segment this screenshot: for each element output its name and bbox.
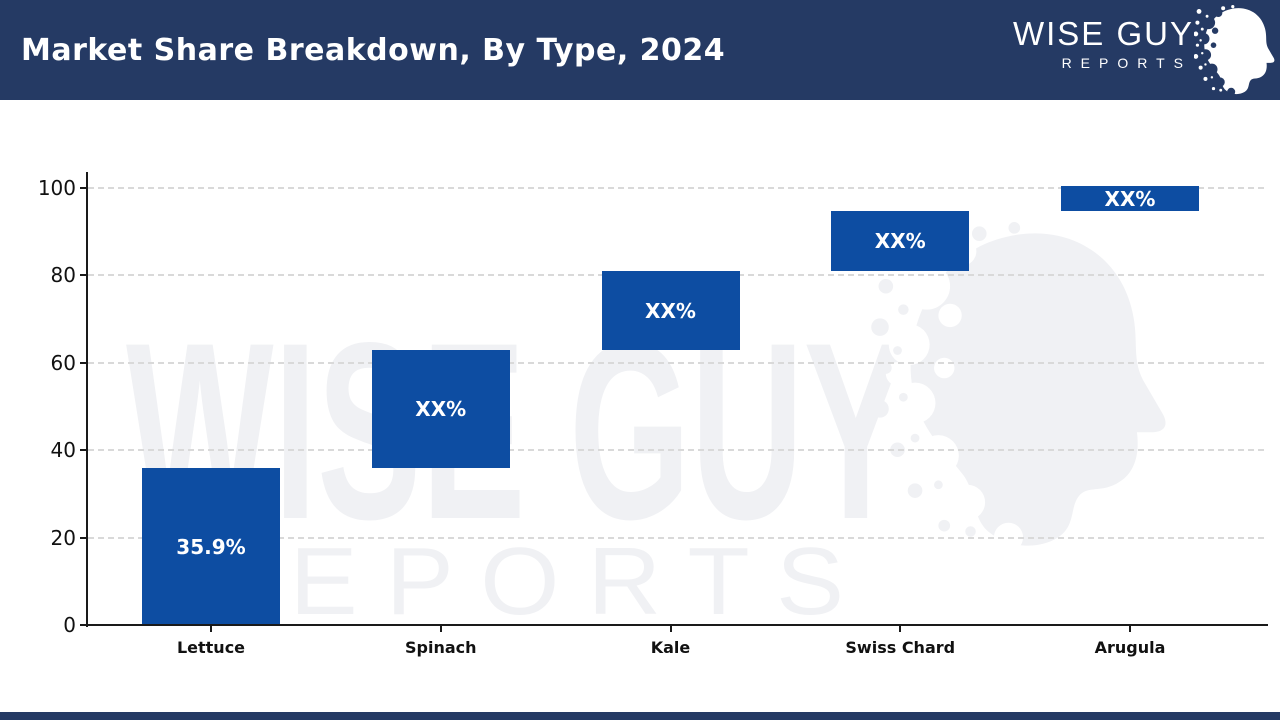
x-axis-spine [86,624,1268,626]
bar-value-label: XX% [874,229,926,254]
x-tick-label-1: Spinach [404,638,477,657]
waterfall-plot: 0 20 40 60 80 100 35.9% Lettuce XX% Spinach XX% Kal… [0,100,1280,712]
y-tick-20 [80,536,88,539]
bar-value-label: XX% [645,298,696,323]
gridline-60 [88,361,1268,364]
bar-value-label: XX% [415,397,467,422]
gridline-40 [88,449,1268,452]
x-tick-1 [439,625,442,632]
bar-value-label: 35.9% [176,534,246,559]
watermark-head-icon [871,222,1166,552]
x-tick-label-2: Kale [650,638,691,657]
watermark-sub-text: R E P O R T S [188,528,844,635]
bar-kale: XX% [601,271,740,351]
y-tick-60 [80,361,88,364]
x-tick-0 [210,625,212,632]
bar-swiss-chard: XX% [831,211,970,272]
brand-subtitle: REPORTS [1061,55,1192,72]
y-axis-spine [86,172,88,627]
y-tick-label-40: 40 [50,438,76,463]
y-tick-label-0: 0 [63,613,76,637]
bar-value-label: XX% [1104,186,1156,211]
x-tick-label-0: Lettuce [176,638,246,657]
y-tick-40 [80,449,88,452]
y-tick-80 [80,274,88,277]
gridline-100 [88,187,1268,189]
bar-lettuce: 35.9% [142,468,280,625]
header-band: Market Share Breakdown, By Type, 2024 WI… [0,0,1280,100]
footer-band [0,712,1280,720]
y-tick-100 [80,187,88,189]
y-tick-label-80: 80 [50,263,76,288]
y-tick-label-100: 100 [37,176,76,200]
x-tick-3 [899,625,902,632]
brand-logo-text: WISE GUY REPORTS [1012,15,1194,72]
bar-spinach: XX% [371,350,510,469]
chart-area: WISE GUY R E P O R T S 0 20 40 60 80 100 35.9%… [0,100,1280,712]
brand-name: WISE GUY [1012,15,1194,52]
bar-arugula: XX% [1061,186,1199,212]
x-tick-4 [1129,625,1131,632]
gridline-20 [88,536,1268,539]
y-tick-label-60: 60 [50,350,76,375]
page-title: Market Share Breakdown, By Type, 2024 [21,32,726,68]
wiseguy-head-icon [1193,5,1278,96]
x-tick-label-3: Swiss Chard [845,638,956,657]
x-tick-label-4: Arugula [1094,638,1166,657]
y-tick-label-20: 20 [50,525,76,550]
y-tick-0 [80,624,88,626]
x-tick-2 [669,625,672,632]
